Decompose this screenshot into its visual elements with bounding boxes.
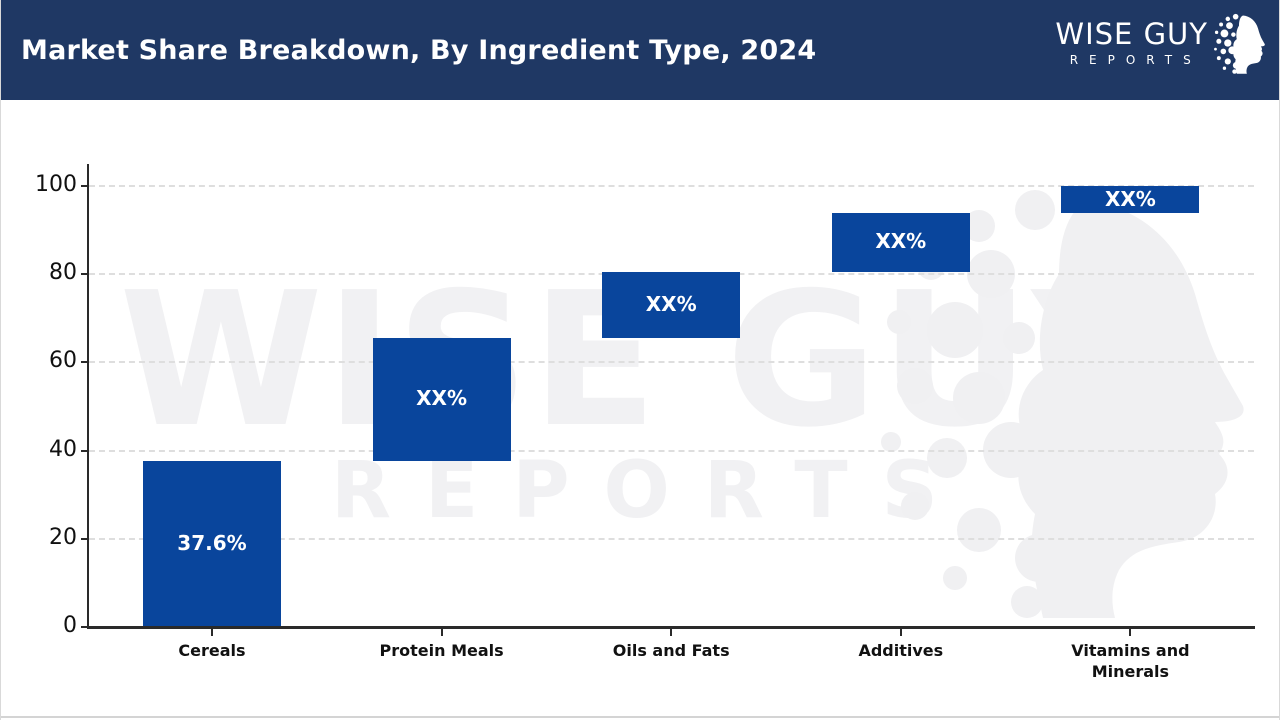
y-tick-label-100: 100 [35,172,77,197]
x-tick-4 [1129,628,1132,636]
brand-subtext: REPORTS [1069,53,1202,67]
page-title: Market Share Breakdown, By Ingredient Ty… [21,34,817,66]
gridline-20 [89,537,1254,540]
bar-label-1: XX% [416,386,468,411]
y-tick-60 [81,361,89,364]
bar-label-3: XX% [875,229,927,254]
y-tick-40 [81,449,89,452]
y-tick-label-20: 20 [49,524,77,550]
x-tick-label-0: Cereals [178,641,246,660]
y-tick-100 [81,185,89,187]
brand-wordmark: WISE GUY [1055,17,1208,51]
y-tick-0 [81,626,89,628]
brand-logo-text: WISE GUY REPORTS [1055,17,1208,67]
y-tick-label-60: 60 [49,348,77,374]
brand-logo: WISE GUY REPORTS [1055,12,1267,74]
bar-4 [1061,186,1200,214]
bar-label-0: 37.6% [177,531,247,556]
x-axis-line [87,626,1255,629]
brand-face-icon [1214,13,1265,74]
watermark-subtext: REPORTS [331,446,972,536]
bar-label-2: XX% [645,291,697,316]
x-tick-label-1: Protein Meals [379,641,504,660]
x-tick-label-3: Additives [858,641,944,660]
y-tick-label-80: 80 [49,260,77,286]
gridline-40 [89,449,1254,452]
y-tick-80 [81,273,89,276]
bar-label-4: XX% [1104,186,1156,211]
x-tick-3 [899,628,902,636]
x-tick-label-4: Vitamins and Minerals [1071,641,1190,681]
y-tick-label-0: 0 [63,613,77,638]
x-tick-2 [670,628,673,636]
header: Market Share Breakdown, By Ingredient Ty… [1,0,1279,100]
bar-3 [831,213,970,272]
y-axis-line [87,164,89,629]
x-tick-label-2: Oils and Fats [612,641,730,660]
gridline-100 [89,185,1254,187]
bar-1 [372,337,511,462]
gridline-60 [89,361,1254,364]
y-tick-20 [81,537,89,540]
y-tick-label-40: 40 [49,436,77,462]
x-tick-1 [440,628,443,636]
x-tick-0 [211,628,213,636]
bar-2 [602,271,741,338]
bar-0 [143,461,281,627]
bottom-divider [1,716,1279,718]
